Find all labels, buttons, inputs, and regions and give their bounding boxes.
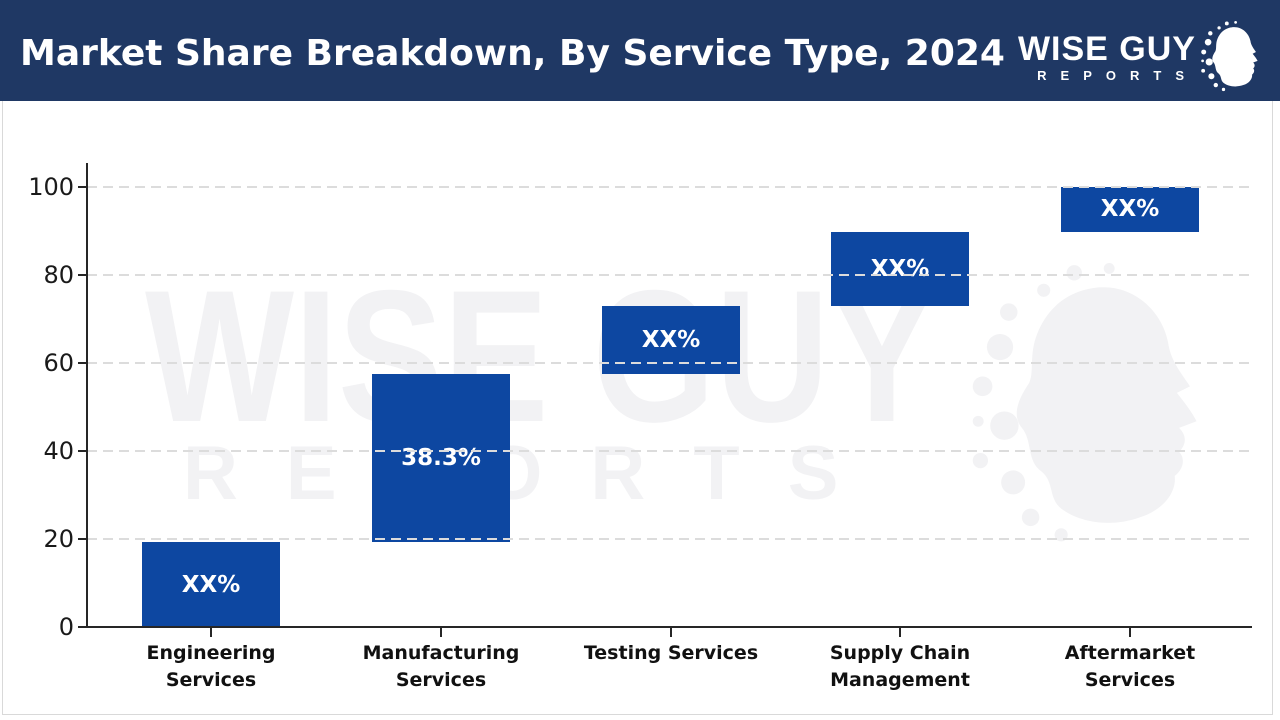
x-axis-tick bbox=[440, 628, 442, 637]
gridline bbox=[87, 538, 1250, 540]
y-tick-label: 80 bbox=[43, 261, 74, 289]
x-tick-label: Manufacturing Services bbox=[362, 642, 520, 691]
x-tick-label: Testing Services bbox=[583, 642, 759, 664]
bar: XX% bbox=[142, 542, 280, 627]
y-tick-label: 40 bbox=[43, 437, 74, 465]
y-axis-tick bbox=[78, 274, 87, 276]
brand-logo: WISE GUY REPORTS bbox=[1012, 8, 1262, 94]
y-tick-label: 20 bbox=[43, 525, 74, 553]
brand-name-text: WISE GUY bbox=[1017, 30, 1196, 68]
header-bar: Market Share Breakdown, By Service Type,… bbox=[0, 0, 1280, 101]
y-axis-line bbox=[86, 163, 88, 628]
x-axis-tick bbox=[1129, 628, 1131, 637]
y-axis-tick bbox=[78, 362, 87, 364]
x-axis-tick bbox=[899, 628, 901, 637]
bar: XX% bbox=[831, 231, 969, 307]
y-axis-tick bbox=[78, 626, 87, 628]
y-tick-label: 60 bbox=[43, 349, 74, 377]
x-tick-label: Engineering Services bbox=[146, 642, 276, 691]
y-axis-tick bbox=[78, 186, 87, 188]
bar-value-label: XX% bbox=[181, 571, 241, 598]
watermark-reports-text: REPORTS bbox=[183, 431, 887, 516]
y-axis-tick bbox=[78, 450, 87, 452]
bar: 38.3% bbox=[372, 373, 510, 543]
bar-value-label: XX% bbox=[1100, 196, 1160, 223]
bar: XX% bbox=[1061, 187, 1199, 232]
bar-value-label: 38.3% bbox=[401, 444, 481, 471]
x-axis-tick bbox=[210, 628, 212, 637]
watermark-head-icon bbox=[972, 262, 1197, 542]
gridline bbox=[87, 186, 1250, 188]
dotted-head-profile-icon bbox=[1201, 20, 1258, 92]
x-tick-label: Aftermarket Services bbox=[1064, 642, 1196, 691]
page-title: Market Share Breakdown, By Service Type,… bbox=[20, 33, 1005, 74]
gridline bbox=[87, 450, 1250, 452]
brand-reports-text: REPORTS bbox=[1037, 68, 1198, 83]
bar-value-label: XX% bbox=[870, 256, 930, 283]
x-axis-line bbox=[86, 626, 1252, 628]
gridline bbox=[87, 274, 1250, 276]
gridline bbox=[87, 362, 1250, 364]
watermark-brand-text: WISE GUY bbox=[145, 251, 935, 461]
bar-value-label: XX% bbox=[641, 326, 701, 353]
y-tick-label: 100 bbox=[28, 173, 74, 201]
x-tick-label: Supply Chain Management bbox=[829, 642, 971, 691]
y-axis-tick bbox=[78, 538, 87, 540]
y-tick-label: 0 bbox=[58, 613, 74, 641]
x-axis-tick bbox=[670, 628, 672, 637]
